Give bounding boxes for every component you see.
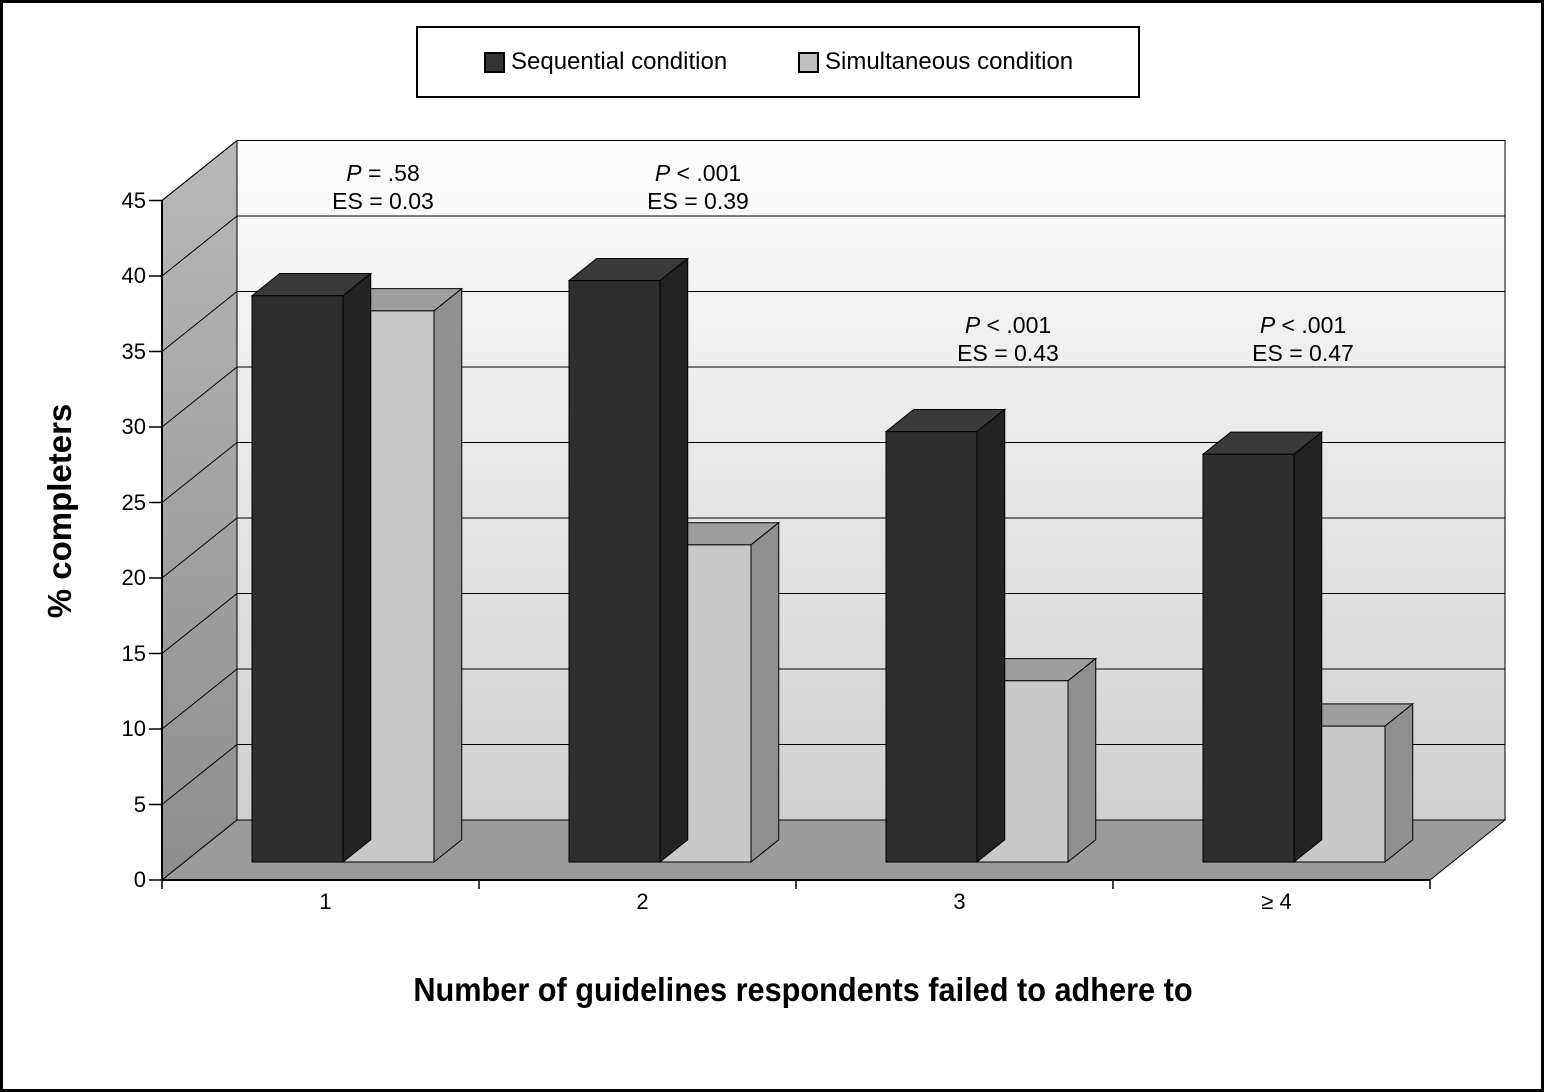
x-category-label-4: ≥ 4 [1261,889,1292,914]
annotation-p-value: P < .001 [1259,312,1347,338]
sequential-series-marker-icon [484,51,505,73]
bar-side-simultaneous [433,287,463,864]
bar-side-sequential [976,408,1006,864]
annotation-group-3: P < .001 ES = 0.43 [888,311,1128,367]
legend-label-sequential: Sequential condition [511,48,728,75]
side-wall-gridline [161,215,238,277]
y-tick-label-30: 30 [121,414,146,439]
3d-bar-chart [149,139,1507,889]
y-tick-label-10: 10 [121,716,146,741]
side-wall-gridline [161,668,238,730]
annotation-effect-size: ES = 0.47 [1252,340,1354,366]
bar-side-simultaneous [1067,657,1097,864]
legend-label-simultaneous: Simultaneous condition [825,48,1074,75]
side-wall-gridline [161,291,238,352]
side-wall-gridline [161,442,238,503]
annotation-p-value: P < .001 [654,160,742,186]
y-tick-label-15: 15 [121,640,146,666]
annotation-group-1: P = .58 ES = 0.03 [263,159,503,215]
y-tick-label-20: 20 [121,565,146,590]
annotation-group-4: P < .001 ES = 0.47 [1183,311,1423,367]
side-wall-gridline [161,140,238,201]
annotation-effect-size: ES = 0.39 [647,188,749,214]
chart-legend: Sequential condition Simultaneous condit… [416,26,1140,98]
bar-sequential-cat3 [885,431,978,863]
side-wall-gridline [161,744,238,805]
legend-item-sequential: Sequential condition [484,48,727,76]
annotation-effect-size: ES = 0.03 [332,188,434,214]
annotation-group-2: P < .001 ES = 0.39 [578,159,818,215]
bar-side-sequential [659,257,689,864]
bar-side-sequential [342,272,372,864]
bar-side-simultaneous [750,521,780,864]
annotation-p-value: P < .001 [964,312,1052,338]
x-category-label-2: 2 [636,889,649,914]
y-axis-title: % completers [41,403,78,619]
side-wall-gridline [161,593,238,654]
x-category-label-1: 1 [319,889,332,914]
y-tick-label-35: 35 [121,338,146,364]
x-category-label-3: 3 [953,889,966,914]
y-tick-label-40: 40 [121,263,146,288]
chart-geometry [149,139,1507,889]
bar-sequential-cat4 [1202,453,1295,863]
x-axis-title: Number of guidelines respondents failed … [413,971,1193,1008]
y-tick-label-5: 5 [133,791,146,817]
y-tick-label-0: 0 [133,867,146,892]
bar-side-simultaneous [1384,702,1414,864]
side-wall [161,139,238,882]
bar-side-sequential [1293,431,1323,864]
annotation-p-value: P = .58 [346,160,420,186]
y-tick-label-45: 45 [121,187,146,213]
side-wall-gridline [161,366,238,428]
bar-sequential-cat1 [251,295,344,863]
simultaneous-series-marker-icon [798,51,819,73]
annotation-effect-size: ES = 0.43 [957,340,1059,366]
x-axis-title-wrap: Number of guidelines respondents failed … [59,971,1541,1009]
side-wall-gridline [161,517,238,579]
bar-sequential-cat2 [568,280,661,863]
legend-item-simultaneous: Simultaneous condition [798,48,1073,76]
y-tick-label-25: 25 [121,489,146,515]
